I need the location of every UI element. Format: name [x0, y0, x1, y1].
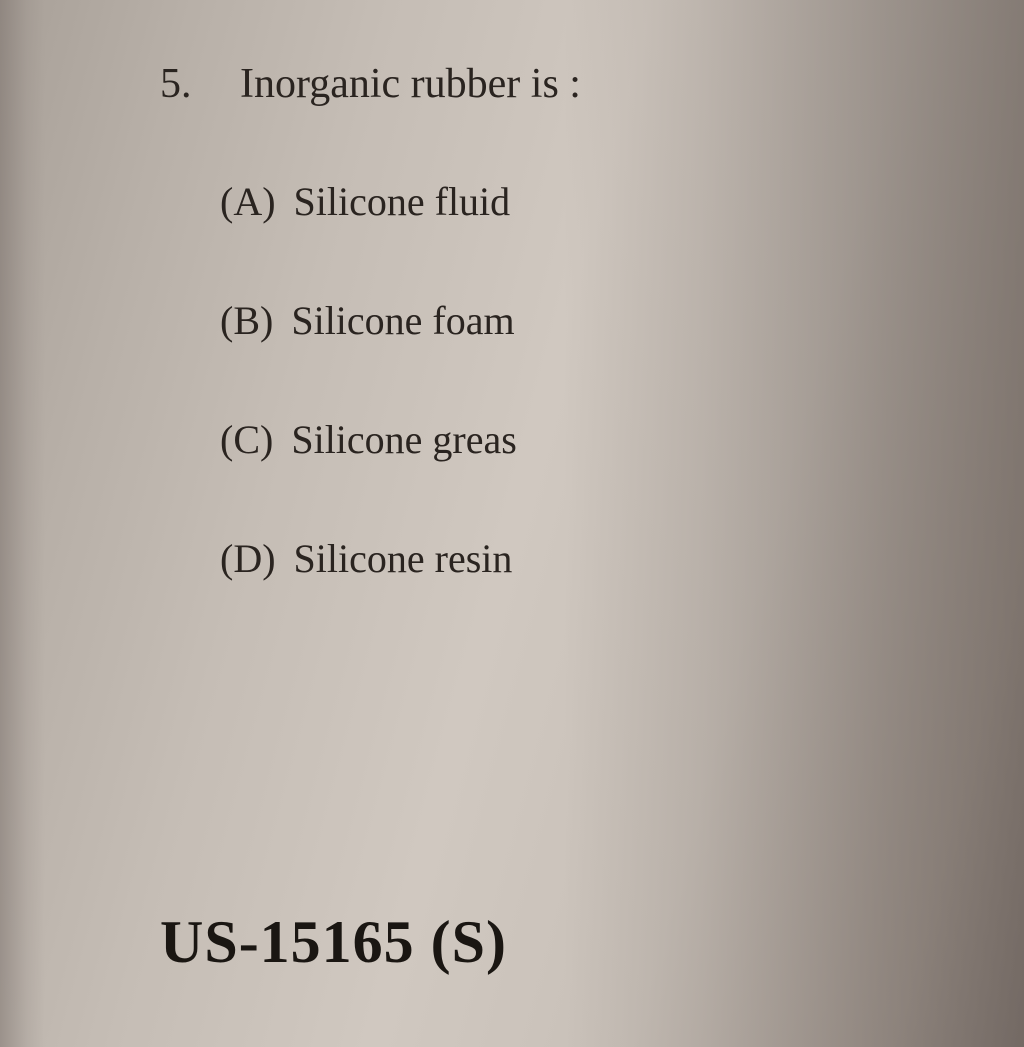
- option-label: (D): [220, 535, 276, 582]
- option-text: Silicone greas: [291, 416, 517, 463]
- exam-code: US-15165 (S): [160, 908, 507, 977]
- page-left-edge-shadow: [0, 0, 45, 1047]
- option-label: (A): [220, 178, 276, 225]
- option-text: Silicone foam: [291, 297, 514, 344]
- exam-page: 5. Inorganic rubber is : (A) Silicone fl…: [40, 0, 1024, 1047]
- option-a: (A) Silicone fluid: [220, 178, 984, 225]
- question-text: Inorganic rubber is :: [240, 60, 581, 108]
- option-text: Silicone resin: [294, 535, 513, 582]
- option-b: (B) Silicone foam: [220, 297, 984, 344]
- option-text: Silicone fluid: [294, 178, 511, 225]
- options-container: (A) Silicone fluid (B) Silicone foam (C)…: [160, 178, 984, 582]
- option-c: (C) Silicone greas: [220, 416, 984, 463]
- question-number: 5.: [160, 60, 210, 108]
- option-label: (C): [220, 416, 273, 463]
- option-label: (B): [220, 297, 273, 344]
- question-row: 5. Inorganic rubber is :: [160, 60, 984, 108]
- option-d: (D) Silicone resin: [220, 535, 984, 582]
